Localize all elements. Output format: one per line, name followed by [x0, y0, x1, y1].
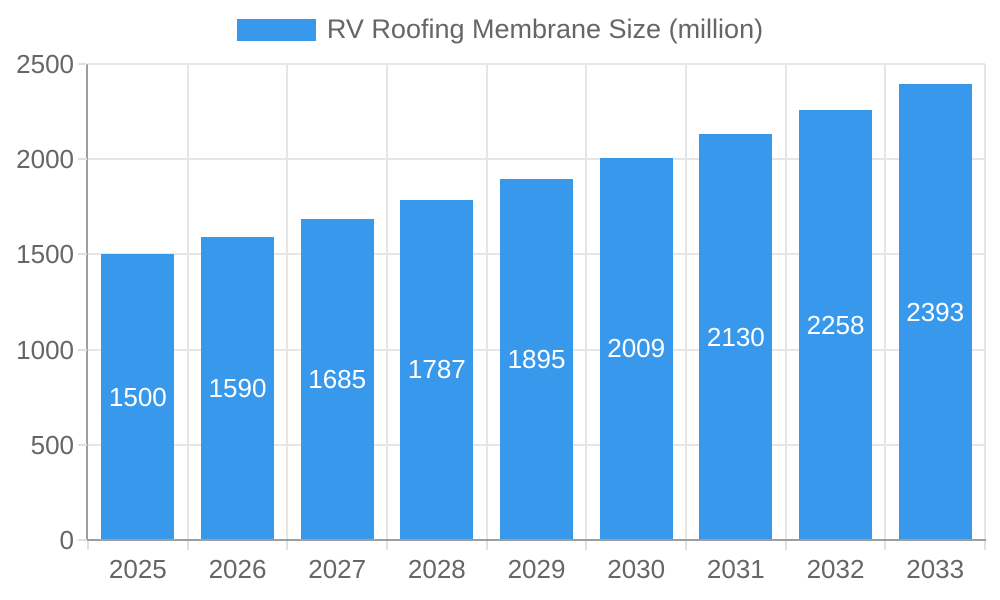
y-axis-tick — [78, 539, 87, 541]
gridline-h — [88, 158, 985, 161]
x-axis-tick — [784, 541, 787, 550]
y-axis-line — [86, 64, 88, 541]
gridline-v — [784, 64, 787, 540]
x-axis-tick — [485, 541, 488, 550]
gridline-v — [286, 64, 289, 540]
x-axis-label: 2029 — [507, 554, 566, 584]
gridline-v — [884, 64, 887, 540]
bar-value-label: 2393 — [906, 296, 965, 327]
x-axis-label: 2026 — [208, 554, 267, 584]
y-axis-label: 1500 — [16, 239, 74, 270]
gridline-v — [685, 64, 687, 540]
x-axis-tick — [685, 541, 687, 550]
x-axis-label: 2031 — [706, 554, 765, 584]
x-axis-tick — [186, 541, 189, 550]
x-axis-label: 2032 — [806, 554, 865, 584]
bar-2025: 1500 — [101, 254, 175, 540]
y-axis-tick — [78, 253, 87, 256]
legend: RV Roofing Membrane Size (million) — [0, 14, 1000, 45]
gridline-v — [585, 64, 588, 540]
gridline-v — [984, 64, 986, 540]
bar-2032: 2258 — [799, 110, 872, 540]
bar-value-label: 1500 — [108, 381, 167, 412]
bar-value-label: 2009 — [607, 333, 666, 364]
gridline-v — [186, 64, 189, 540]
plot-area: 1500 1590 1685 1787 1895 2009 2130 2258 2393 — [88, 63, 986, 540]
x-axis-tick — [87, 541, 89, 550]
x-axis-tick — [386, 541, 388, 550]
bar-2030: 2009 — [599, 157, 673, 540]
x-axis-tick — [286, 541, 289, 550]
bar-value-label: 1787 — [407, 354, 466, 385]
x-axis-label: 2033 — [906, 554, 965, 584]
bar-2033: 2393 — [898, 84, 972, 540]
y-axis-tick — [78, 63, 87, 65]
y-axis-label: 2500 — [16, 49, 74, 79]
bar-value-label: 2258 — [806, 309, 865, 340]
gridline-h — [88, 63, 985, 65]
x-axis-tick — [585, 541, 588, 550]
bar-2031: 2130 — [699, 134, 773, 540]
y-axis-tick — [78, 158, 87, 161]
bar-value-label: 1685 — [308, 364, 367, 395]
bar-2027: 1685 — [300, 219, 374, 540]
x-axis-tick — [884, 541, 887, 550]
gridline-v — [386, 64, 388, 540]
bar-2026: 1590 — [201, 237, 274, 540]
bar-2029: 1895 — [500, 179, 573, 540]
y-axis-label: 0 — [59, 525, 74, 555]
bar-value-label: 2130 — [706, 321, 765, 352]
y-axis-label: 500 — [30, 429, 74, 460]
bar-value-label: 1590 — [208, 373, 267, 404]
bar-2028: 1787 — [400, 199, 474, 540]
y-axis-tick — [78, 348, 87, 351]
x-axis-line — [86, 539, 986, 541]
bar-value-label: 1895 — [507, 344, 566, 375]
x-axis-label: 2030 — [607, 554, 666, 584]
legend-item[interactable]: RV Roofing Membrane Size (million) — [236, 14, 764, 45]
x-axis-label: 2025 — [108, 554, 167, 584]
legend-swatch-icon — [236, 18, 316, 41]
y-axis-tick — [78, 443, 87, 446]
x-axis-tick — [984, 541, 986, 550]
x-axis-label: 2028 — [407, 554, 466, 584]
gridline-v — [485, 64, 488, 540]
legend-label: RV Roofing Membrane Size (million) — [326, 14, 764, 44]
y-axis-label: 2000 — [16, 144, 74, 175]
y-axis-label: 1000 — [16, 334, 74, 365]
x-axis-label: 2027 — [308, 554, 367, 584]
